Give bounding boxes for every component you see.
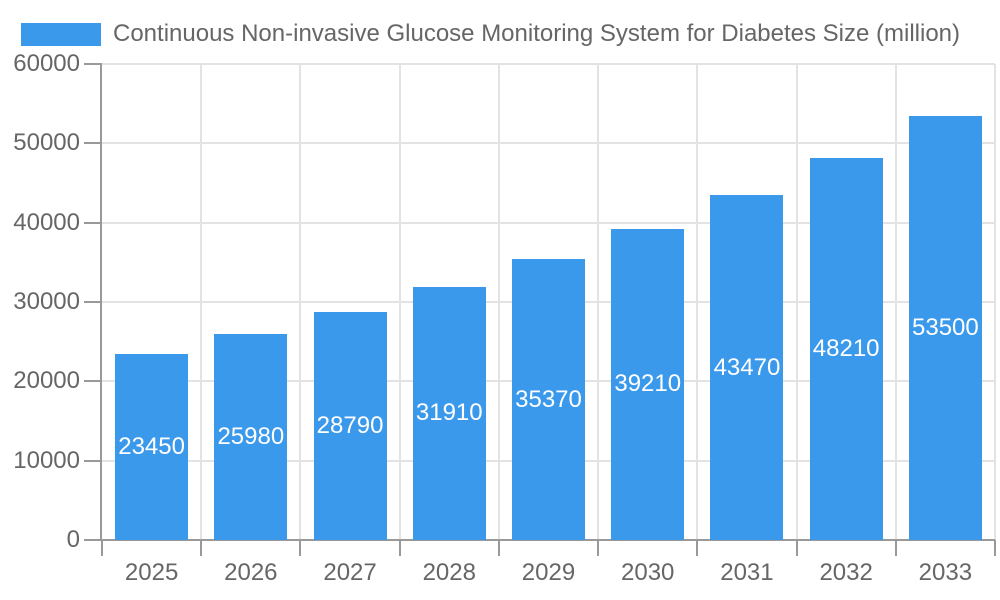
x-tick-label: 2031 bbox=[720, 559, 774, 586]
y-tick-label: 60000 bbox=[13, 50, 80, 77]
x-tick bbox=[696, 540, 699, 556]
x-tick bbox=[795, 540, 798, 556]
x-tick bbox=[398, 540, 401, 556]
legend-label[interactable]: Continuous Non-invasive Glucose Monitori… bbox=[113, 20, 961, 47]
bar[interactable]: 35370 bbox=[512, 259, 585, 540]
bar-value-label: 43470 bbox=[713, 353, 781, 381]
v-gridline bbox=[597, 64, 600, 540]
x-tick-label: 2033 bbox=[918, 559, 973, 586]
plot-area: 23450 25980 28790 31910 35370 39210 43470 48210… bbox=[84, 63, 996, 556]
bar-value-label: 39210 bbox=[614, 370, 682, 398]
bar-value-label: 35370 bbox=[515, 385, 582, 413]
h-gridline bbox=[102, 142, 995, 145]
x-tick-label: 2026 bbox=[224, 559, 278, 586]
v-gridline bbox=[398, 64, 401, 540]
bar[interactable]: 31910 bbox=[412, 286, 486, 540]
y-tick bbox=[84, 380, 102, 383]
bar-value-label: 25980 bbox=[217, 422, 285, 450]
v-gridline bbox=[497, 64, 500, 540]
y-tick bbox=[84, 221, 102, 224]
x-tick-label: 2028 bbox=[422, 559, 476, 586]
bar-value-label: 53500 bbox=[912, 313, 979, 341]
y-tick bbox=[84, 301, 102, 303]
y-axis-line bbox=[100, 64, 102, 541]
x-tick-label: 2032 bbox=[819, 559, 873, 586]
v-gridline bbox=[894, 64, 897, 540]
v-gridline bbox=[200, 64, 203, 540]
bar[interactable]: 39210 bbox=[611, 228, 685, 540]
y-tick-label: 20000 bbox=[13, 367, 80, 395]
bar[interactable]: 23450 bbox=[115, 353, 189, 540]
v-gridline bbox=[795, 64, 798, 540]
bar[interactable]: 25980 bbox=[214, 333, 288, 540]
bar[interactable]: 53500 bbox=[908, 115, 982, 540]
v-gridline bbox=[696, 64, 699, 540]
bar-value-label: 28790 bbox=[316, 411, 384, 439]
x-tick bbox=[894, 540, 897, 556]
x-tick bbox=[299, 540, 302, 556]
y-tick bbox=[84, 63, 102, 65]
y-tick bbox=[84, 459, 102, 462]
y-tick bbox=[84, 539, 102, 541]
x-tick bbox=[101, 540, 103, 556]
x-tick bbox=[597, 540, 600, 556]
x-tick bbox=[200, 540, 203, 556]
bar-value-label: 48210 bbox=[812, 334, 880, 362]
bar[interactable]: 28790 bbox=[313, 311, 387, 540]
y-tick-label: 50000 bbox=[13, 129, 80, 157]
legend-swatch-icon[interactable] bbox=[21, 22, 101, 46]
x-tick bbox=[994, 540, 996, 556]
h-gridline bbox=[102, 63, 995, 65]
v-gridline bbox=[299, 64, 302, 540]
x-tick-label: 2027 bbox=[323, 559, 377, 586]
bar-value-label: 31910 bbox=[415, 399, 483, 427]
y-tick-label: 40000 bbox=[13, 208, 80, 236]
x-tick-label: 2025 bbox=[124, 559, 179, 586]
bar-value-label: 23450 bbox=[118, 432, 185, 460]
legend[interactable]: Continuous Non-invasive Glucose Monitori… bbox=[21, 20, 961, 47]
x-tick bbox=[497, 540, 500, 556]
y-tick bbox=[84, 142, 102, 145]
bar[interactable]: 43470 bbox=[710, 195, 784, 540]
y-tick-label: 0 bbox=[66, 526, 80, 553]
y-tick-label: 10000 bbox=[13, 446, 80, 474]
x-tick-label: 2030 bbox=[621, 559, 675, 586]
x-tick-label: 2029 bbox=[521, 559, 576, 586]
y-tick-label: 30000 bbox=[13, 288, 80, 315]
bar[interactable]: 48210 bbox=[809, 157, 883, 540]
v-gridline bbox=[994, 64, 996, 540]
